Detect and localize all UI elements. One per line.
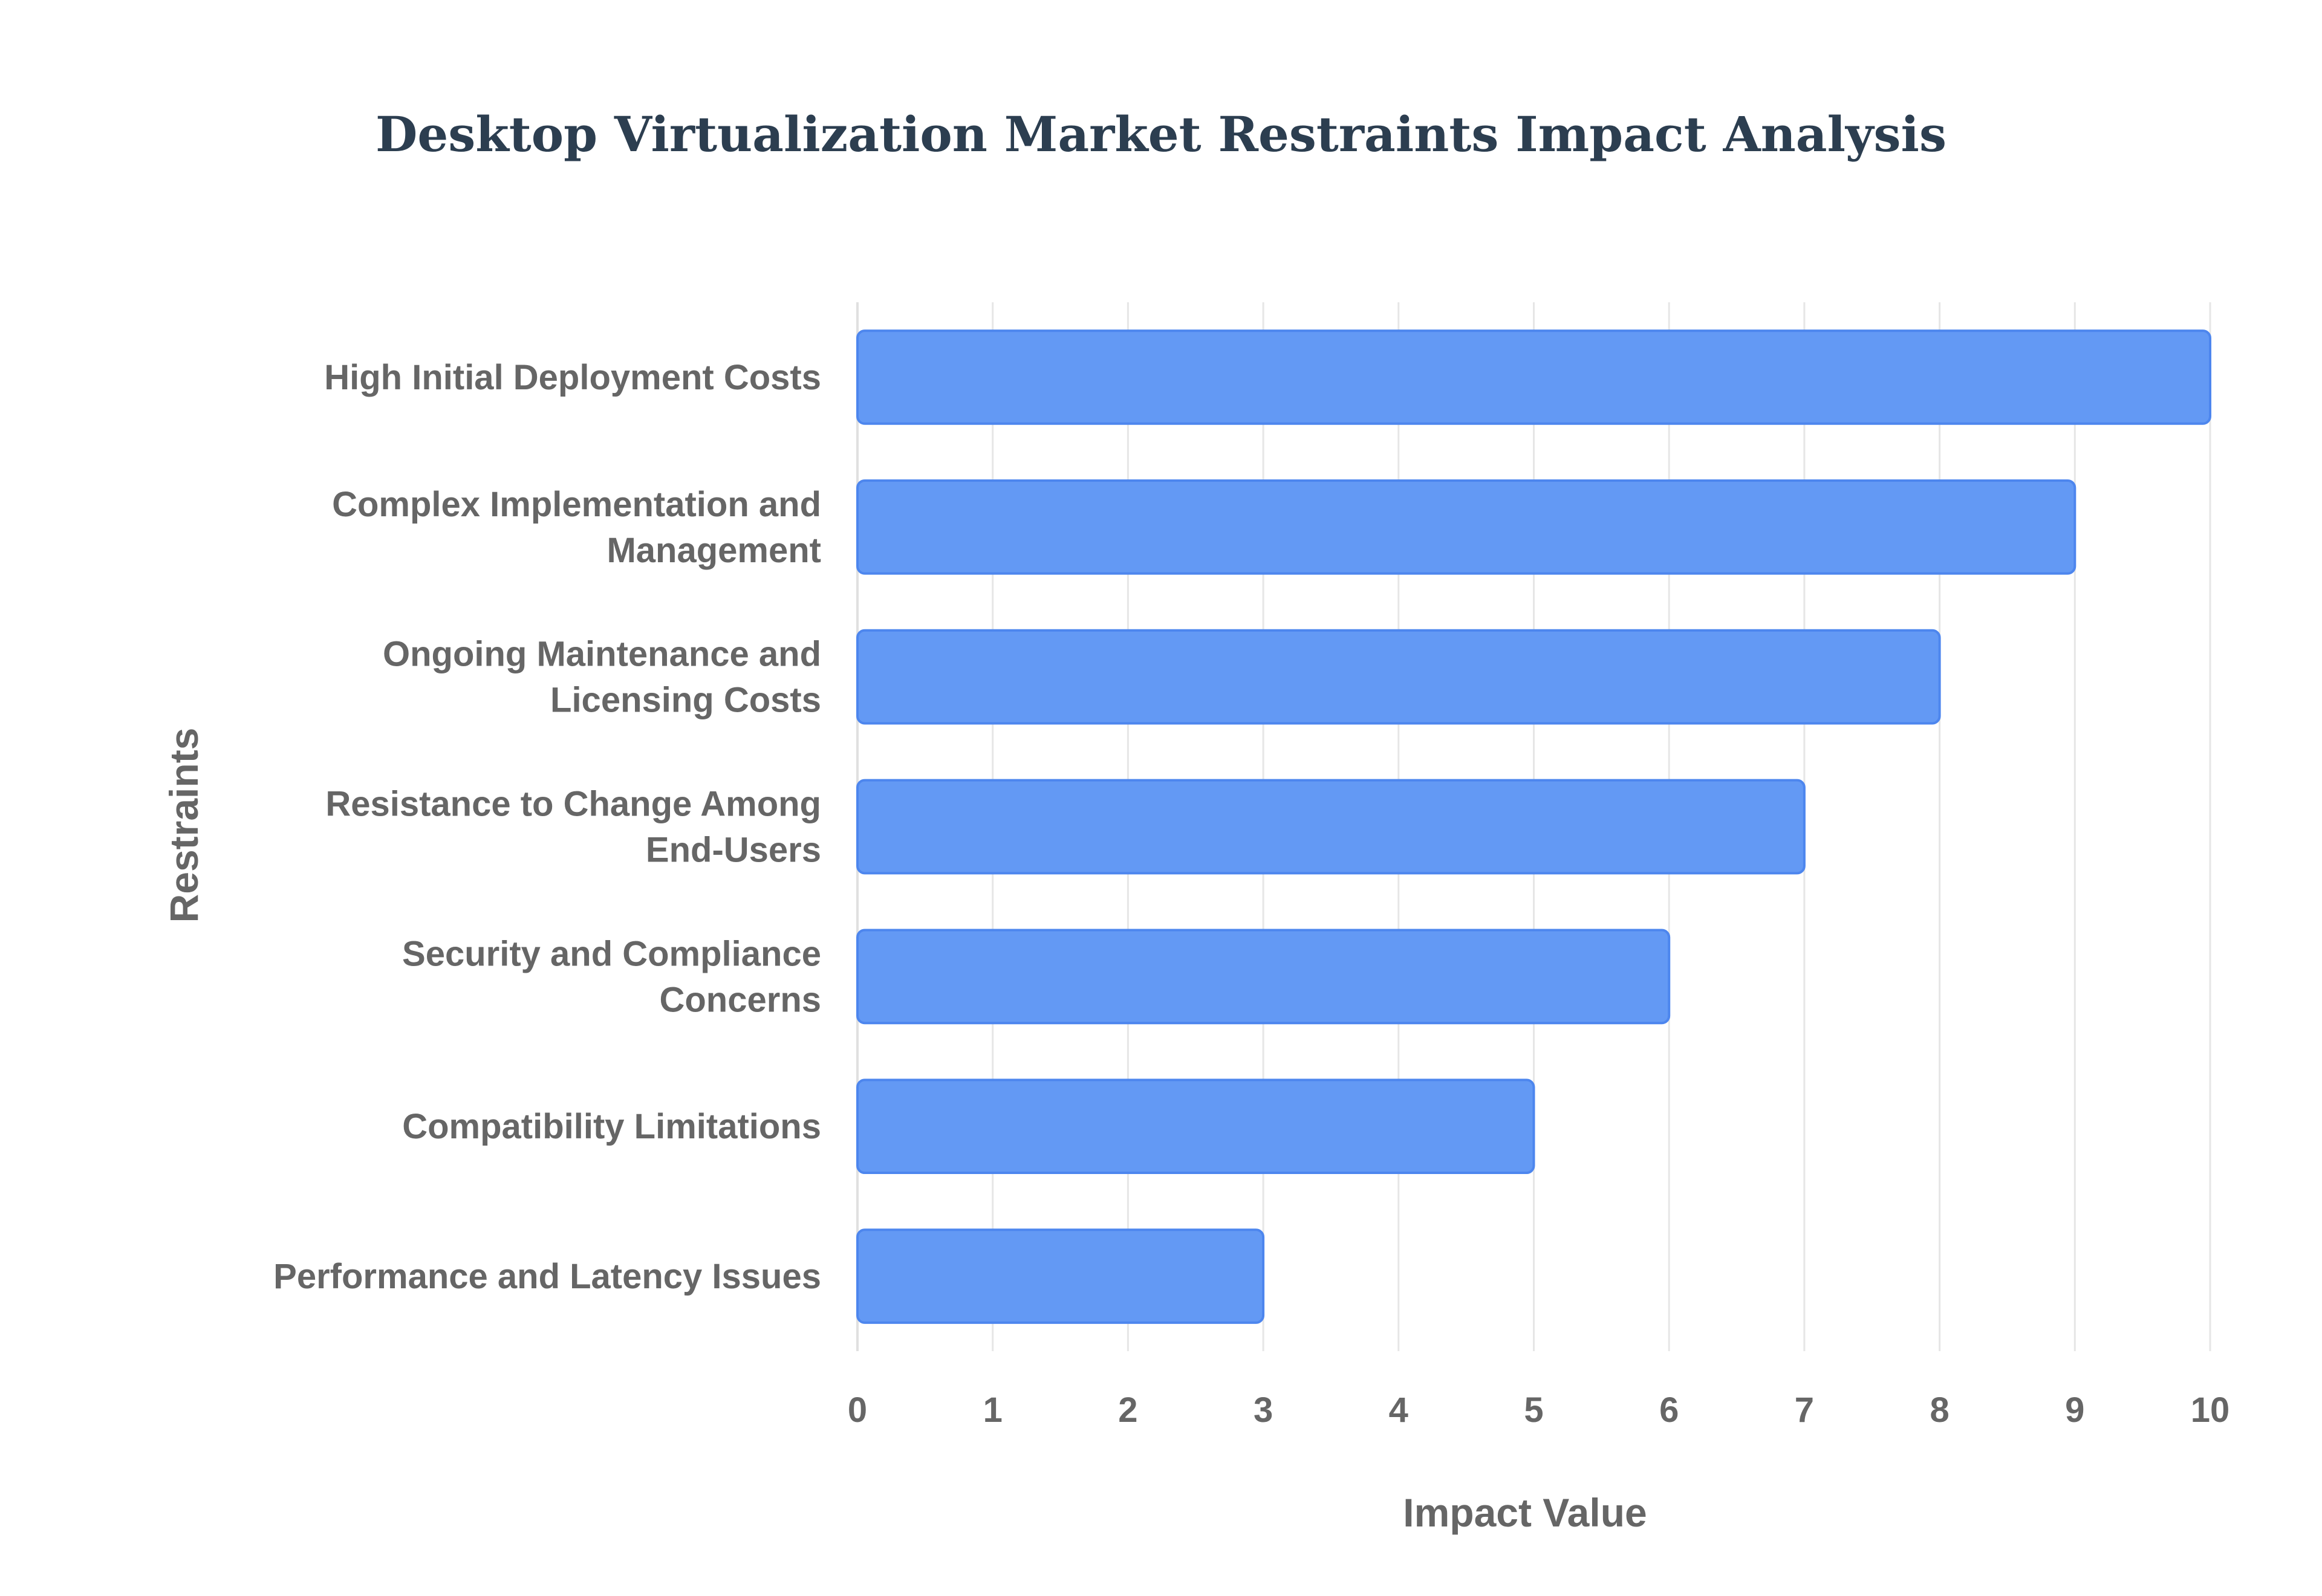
x-tick-label: 2: [1118, 1390, 1137, 1430]
chart-title: Desktop Virtualization Market Restraints…: [376, 106, 1946, 163]
bar: [856, 779, 1806, 875]
category-label: Compatibility Limitations: [402, 1107, 821, 1146]
bar: [856, 629, 1941, 725]
x-tick-label: 4: [1389, 1390, 1408, 1430]
bar: [856, 329, 2211, 425]
category-label: Resistance to Change Among End-Users: [325, 785, 821, 870]
x-tick-label: 9: [2065, 1390, 2084, 1430]
x-tick-label: 0: [848, 1390, 867, 1430]
category-label: Performance and Latency Issues: [273, 1257, 821, 1296]
x-tick-label: 3: [1254, 1390, 1273, 1430]
x-tick-labels: 0 1 2 3 4 5 6 7 8 9 10: [848, 1390, 2229, 1430]
x-tick-label: 10: [2191, 1390, 2230, 1430]
bar: [856, 1228, 1265, 1324]
category-label: Complex Implementation and Management: [332, 485, 821, 570]
x-axis-title: Impact Value: [1403, 1490, 1647, 1535]
bar: [856, 479, 2076, 575]
x-tick-label: 1: [983, 1390, 1003, 1430]
y-axis-title: Restraints: [161, 728, 206, 923]
x-tick-label: 5: [1524, 1390, 1543, 1430]
x-tick-label: 7: [1795, 1390, 1814, 1430]
category-label: Ongoing Maintenance and Licensing Costs: [383, 635, 821, 720]
bar: [856, 929, 1671, 1025]
category-labels: High Initial Deployment Costs Complex Imp…: [273, 358, 821, 1296]
bar: [856, 1079, 1535, 1175]
category-label: High Initial Deployment Costs: [324, 358, 821, 397]
x-tick-label: 6: [1659, 1390, 1679, 1430]
bars: [856, 329, 2211, 1324]
category-label: Security and Compliance Concerns: [402, 934, 821, 1019]
x-tick-label: 8: [1930, 1390, 1949, 1430]
